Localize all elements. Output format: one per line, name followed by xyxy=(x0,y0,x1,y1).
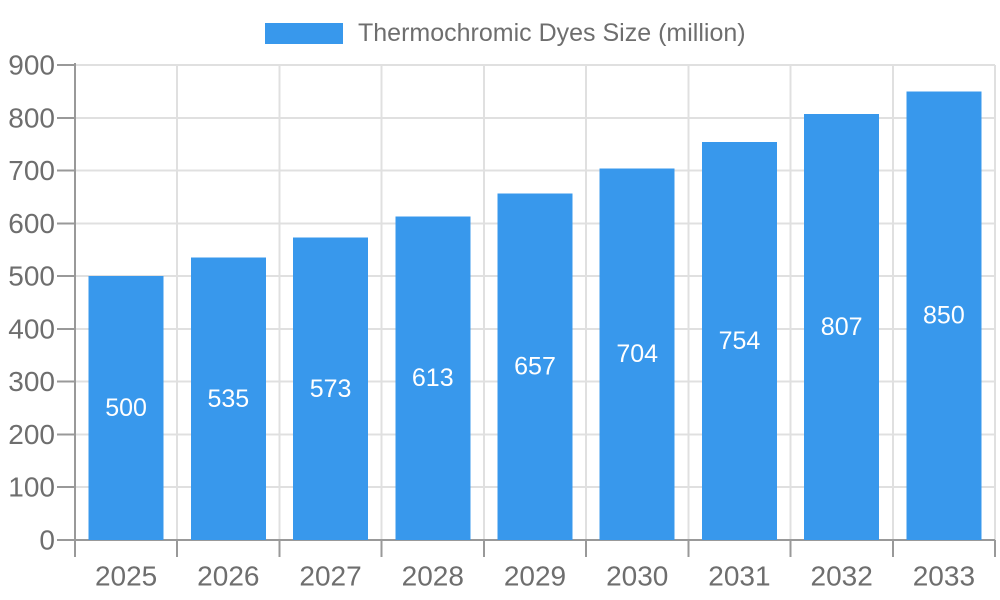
y-tick-label: 100 xyxy=(8,472,55,503)
y-tick-label: 0 xyxy=(39,525,55,556)
bar-value-label: 500 xyxy=(105,394,147,422)
x-tick-label: 2032 xyxy=(811,561,873,592)
y-tick-label: 700 xyxy=(8,155,55,186)
bar-value-label: 657 xyxy=(514,353,556,381)
y-tick-label: 300 xyxy=(8,366,55,397)
x-tick-label: 2033 xyxy=(913,561,975,592)
legend-swatch xyxy=(265,22,343,44)
bar-value-label: 754 xyxy=(719,327,761,355)
y-tick-label: 600 xyxy=(8,208,55,239)
bar-value-label: 535 xyxy=(207,385,249,413)
x-tick-label: 2031 xyxy=(708,561,770,592)
bar xyxy=(190,257,266,540)
x-tick-label: 2026 xyxy=(197,561,259,592)
y-tick-label: 500 xyxy=(8,261,55,292)
y-tick-label: 400 xyxy=(8,313,55,344)
legend-item[interactable]: Thermochromic Dyes Size (million) xyxy=(265,20,746,46)
bar-value-label: 573 xyxy=(310,375,352,403)
bar xyxy=(497,193,573,540)
x-tick-label: 2029 xyxy=(504,561,566,592)
y-tick-label: 800 xyxy=(8,102,55,133)
y-tick-label: 200 xyxy=(8,419,55,450)
bar xyxy=(701,142,777,541)
bar-value-label: 850 xyxy=(923,302,965,330)
bar xyxy=(395,216,471,540)
x-tick-label: 2030 xyxy=(606,561,668,592)
y-tick-label: 900 xyxy=(8,50,55,81)
bar xyxy=(804,114,880,540)
bar-value-label: 807 xyxy=(821,313,863,341)
bar-value-label: 613 xyxy=(412,364,454,392)
x-tick-label: 2027 xyxy=(299,561,361,592)
bar xyxy=(906,91,982,540)
bar xyxy=(88,276,164,540)
bar xyxy=(599,168,675,540)
legend-label: Thermochromic Dyes Size (million) xyxy=(358,19,746,47)
bar xyxy=(293,237,369,541)
x-tick-label: 2025 xyxy=(95,561,157,592)
bar-value-label: 704 xyxy=(616,340,658,368)
x-tick-label: 2028 xyxy=(402,561,464,592)
